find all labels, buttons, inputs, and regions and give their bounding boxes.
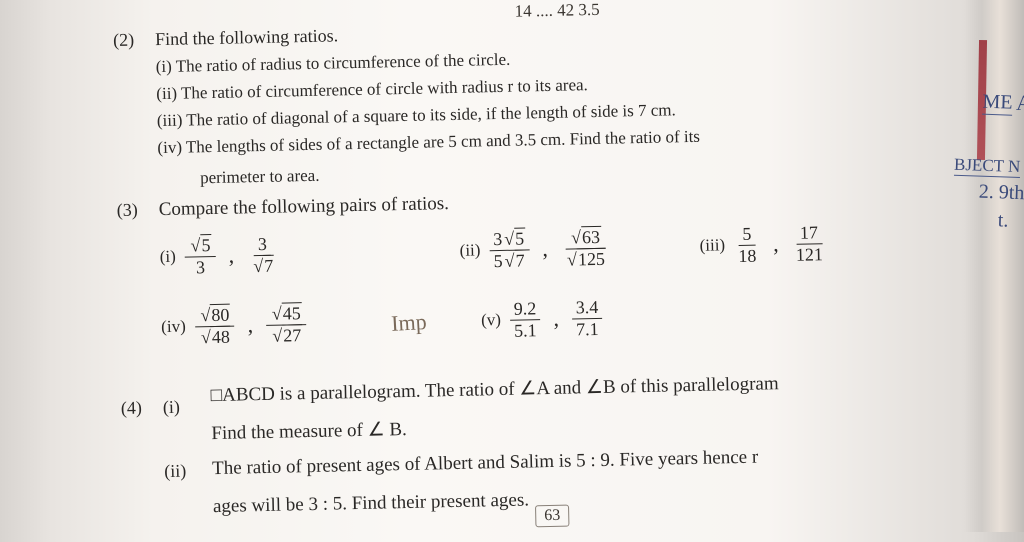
page-number: 63 [535,505,569,528]
q3-ii-label: (ii) [459,241,480,261]
q3-ratio-row-2: (iv) 80 48 , 45 27 (v) 9.2 5.1 , 3.4 7.1 [141,291,942,378]
comma: , [553,306,559,332]
q2-item-ii: (ii) The ratio of circumference of circl… [156,75,588,104]
q2-item-i: (i) The ratio of radius to circumference… [156,50,511,77]
top-fragment-text: 14 .... 42 3.5 [514,0,599,22]
q3-iii: (iii) 5 18 , 17 121 [699,223,830,266]
margin-note-t: t. [997,209,1008,232]
q3-ii: (ii) 35 57 , 63 125 [459,228,613,272]
book-page: 14 .... 42 3.5 (2) Find the following ra… [35,0,966,542]
margin-note-bject: BJECT N [954,155,1021,178]
q3-iv-frac-a: 80 48 [194,306,235,348]
q3-heading: Compare the following pairs of ratios. [159,193,450,221]
q2-item-iv-cont: perimeter to area. [200,166,320,188]
page-number-box: 63 [535,505,569,528]
margin-note-anus: Anus [1016,90,1024,118]
margin-note-me: ME [982,91,1013,116]
q2-number: (2) [113,30,134,51]
q3-ii-frac-b: 63 125 [560,228,610,270]
page-edge-shadow [964,0,1024,532]
imp-handwritten-note: Imp [390,309,427,337]
q3-iii-frac-b: 17 121 [791,223,827,265]
q3-v-frac-b: 3.4 7.1 [572,298,603,339]
margin-note-gth: 2. 9th [978,181,1024,206]
q3-i-frac-b: 3 7 [247,235,279,276]
q3-i-frac-a: 5 3 [184,236,216,277]
comma: , [542,236,548,262]
q4-ii-text: The ratio of present ages of Albert and … [212,443,952,480]
q4-ii-label: (ii) [164,461,186,482]
q3-i-label: (i) [160,247,176,267]
q3-iv: (iv) 80 48 , 45 27 [161,304,310,348]
comma: , [773,232,779,258]
q3-v: (v) 9.2 5.1 , 3.4 7.1 [481,298,606,341]
q2-heading: Find the following ratios. [155,25,338,50]
q3-iv-label: (iv) [161,317,186,338]
q3-v-label: (v) [481,310,501,330]
q3-ii-frac-a: 35 57 [489,229,530,271]
q4-ii-text-2: ages will be 3 : 5. Find their present a… [213,489,529,518]
q4-number: (4) [121,398,142,419]
q4-i-text-2: Find the measure of ∠ B. [211,418,407,445]
q3-iii-frac-a: 5 18 [734,225,761,266]
q3-v-frac-a: 9.2 5.1 [510,299,541,340]
q4-i-text: □ABCD is a parallelogram. The ratio of ∠… [210,369,950,407]
q3-number: (3) [117,200,138,221]
q2-item-iv: (iv) The lengths of sides of a rectangle… [157,127,700,158]
comma: , [247,313,253,339]
q4-i-label: (i) [163,397,180,418]
q3-iii-label: (iii) [699,236,725,257]
q3-i: (i) 5 3 , 3 7 [159,235,281,278]
q2-item-iii: (iii) The ratio of diagonal of a square … [157,100,676,131]
q3-ratio-row-1: (i) 5 3 , 3 7 (ii) 35 57 , 63 125 [139,215,940,302]
q3-iv-frac-b: 45 27 [266,304,307,346]
comma: , [228,243,234,269]
